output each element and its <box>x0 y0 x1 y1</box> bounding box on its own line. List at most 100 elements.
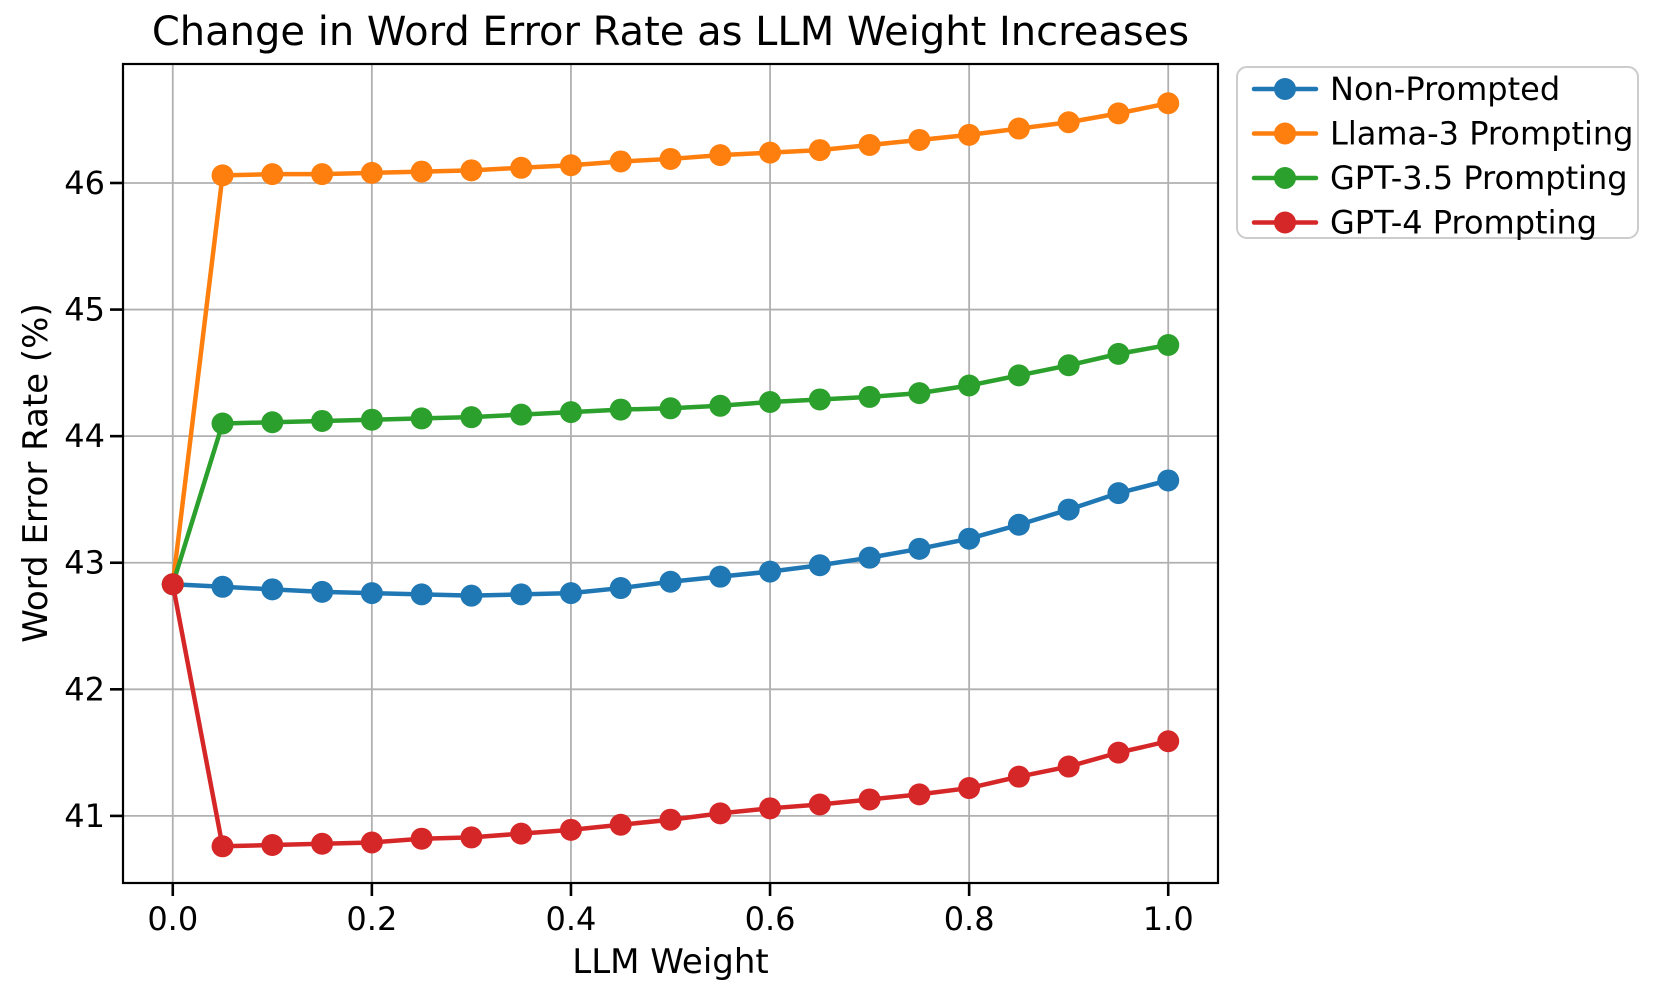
data-point <box>311 409 334 432</box>
data-point <box>211 575 234 598</box>
y-tick-label: 41 <box>64 797 105 835</box>
data-point <box>958 777 981 800</box>
legend-sample-marker <box>1274 167 1296 189</box>
data-point <box>161 573 184 596</box>
data-point <box>759 390 782 413</box>
data-point <box>1107 102 1130 125</box>
y-axis-label: Word Error Rate (%) <box>16 303 56 643</box>
data-point <box>609 813 632 836</box>
x-tick-label: 1.0 <box>1143 900 1194 938</box>
data-point <box>659 808 682 831</box>
data-point <box>908 128 931 151</box>
x-axis-label: LLM Weight <box>572 942 769 982</box>
data-point <box>1107 482 1130 505</box>
legend-box <box>1236 66 1639 239</box>
data-point <box>261 163 284 186</box>
data-point <box>858 134 881 157</box>
data-point <box>360 582 383 605</box>
data-point <box>211 412 234 435</box>
data-point <box>1007 765 1030 788</box>
data-point <box>1057 755 1080 778</box>
data-point <box>460 826 483 849</box>
data-point <box>808 388 831 411</box>
data-point <box>908 783 931 806</box>
data-point <box>261 411 284 434</box>
data-point <box>360 161 383 184</box>
data-point <box>808 139 831 162</box>
data-point <box>1007 513 1030 536</box>
data-point <box>261 578 284 601</box>
data-point <box>410 827 433 850</box>
data-point <box>1057 354 1080 377</box>
data-point <box>609 150 632 173</box>
data-point <box>311 832 334 855</box>
data-point <box>360 408 383 431</box>
data-point <box>1057 111 1080 134</box>
data-point <box>858 385 881 408</box>
data-point <box>1157 469 1180 492</box>
data-point <box>460 584 483 607</box>
legend-sample-marker <box>1274 122 1296 145</box>
data-point <box>1107 342 1130 365</box>
data-point <box>360 831 383 854</box>
y-tick-label: 42 <box>64 670 105 708</box>
data-point <box>858 788 881 811</box>
legend-label: GPT-3.5 Prompting <box>1330 159 1628 197</box>
data-point <box>659 147 682 170</box>
data-point <box>559 582 582 605</box>
y-tick-label: 46 <box>64 164 105 202</box>
data-point <box>808 793 831 816</box>
data-point <box>510 822 533 845</box>
data-point <box>659 570 682 593</box>
data-point <box>759 141 782 164</box>
data-point <box>559 818 582 841</box>
data-point <box>609 398 632 421</box>
data-point <box>510 583 533 606</box>
data-point <box>958 374 981 397</box>
data-point <box>460 406 483 429</box>
data-point <box>908 382 931 405</box>
y-tick-label: 43 <box>64 544 105 582</box>
data-point <box>759 560 782 583</box>
data-point <box>510 403 533 426</box>
data-point <box>709 565 732 588</box>
data-point <box>1157 92 1180 115</box>
data-point <box>410 160 433 183</box>
data-point <box>659 397 682 420</box>
data-point <box>958 527 981 550</box>
data-point <box>958 123 981 146</box>
data-point <box>808 554 831 577</box>
data-point <box>1057 498 1080 521</box>
data-point <box>709 394 732 417</box>
data-point <box>410 407 433 430</box>
legend-sample-marker <box>1274 78 1296 100</box>
x-tick-label: 0.8 <box>944 900 995 938</box>
legend-sample-marker <box>1274 211 1296 234</box>
x-tick-label: 0.2 <box>346 900 397 938</box>
data-point <box>709 144 732 167</box>
data-point <box>858 546 881 569</box>
axes-frame <box>121 62 1220 885</box>
data-point <box>311 580 334 603</box>
data-point <box>1157 730 1180 753</box>
data-point <box>211 164 234 187</box>
data-point <box>759 797 782 820</box>
data-point <box>1157 334 1180 357</box>
data-point <box>211 835 234 858</box>
y-tick-label: 44 <box>64 417 105 455</box>
legend-label: Non-Prompted <box>1330 70 1560 108</box>
data-point <box>1107 741 1130 764</box>
x-tick-label: 0.0 <box>147 900 198 938</box>
data-point <box>410 583 433 606</box>
legend-label: GPT-4 Prompting <box>1330 204 1597 242</box>
chart-title: Change in Word Error Rate as LLM Weight … <box>151 9 1190 55</box>
x-tick-label: 0.4 <box>546 900 597 938</box>
data-point <box>709 802 732 825</box>
legend-label: Llama-3 Prompting <box>1330 115 1633 153</box>
data-point <box>559 401 582 424</box>
x-tick-label: 0.6 <box>745 900 796 938</box>
data-point <box>261 834 284 857</box>
data-point <box>559 154 582 177</box>
